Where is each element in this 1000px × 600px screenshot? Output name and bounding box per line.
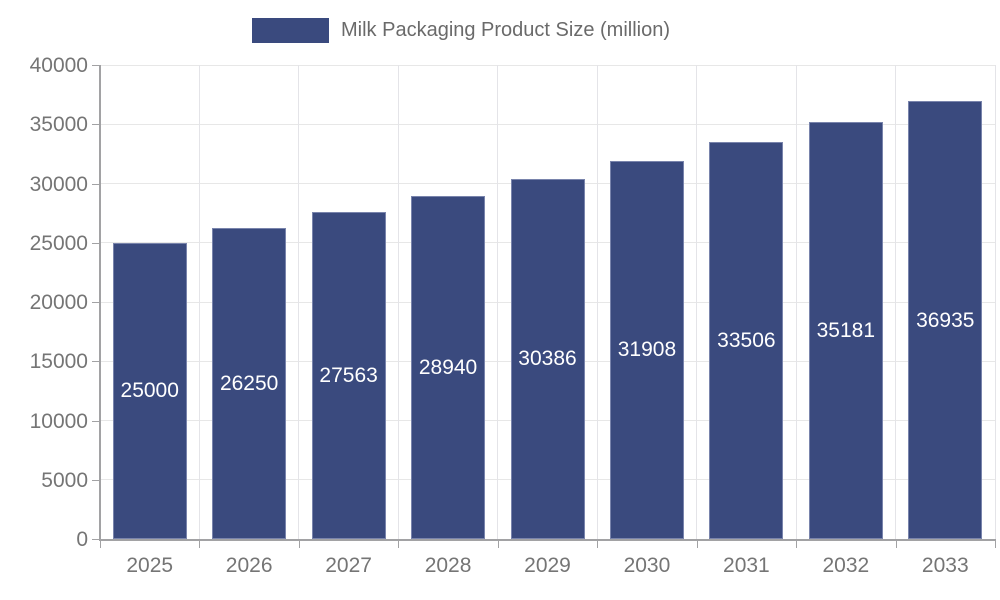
x-gridline [895, 65, 897, 539]
x-axis-label: 2031 [723, 554, 770, 577]
y-axis-label: 0 [76, 528, 88, 551]
y-axis-tick [92, 242, 99, 244]
x-gridline [696, 65, 698, 539]
y-gridline [100, 64, 995, 66]
y-axis-line [99, 65, 101, 541]
y-axis-label: 5000 [41, 468, 88, 492]
bar-2033[interactable] [908, 101, 983, 539]
bar-2027[interactable] [311, 212, 386, 539]
y-axis-label: 35000 [29, 113, 88, 137]
y-axis-label: 30000 [29, 172, 88, 196]
x-axis-label: 2030 [623, 554, 671, 577]
y-axis-label: 40000 [29, 54, 88, 77]
x-axis-label: 2033 [921, 554, 969, 577]
bar-2030[interactable] [609, 160, 684, 539]
x-gridline [994, 65, 996, 539]
legend-swatch [252, 18, 329, 43]
y-axis-tick [92, 539, 99, 540]
x-axis-tick [696, 541, 698, 548]
y-axis-label: 20000 [29, 291, 88, 314]
x-axis-label: 2027 [325, 554, 372, 577]
y-axis-label: 25000 [29, 231, 88, 255]
bar-2028[interactable] [411, 196, 486, 539]
bar-2025[interactable] [112, 242, 187, 539]
x-gridline [298, 65, 300, 539]
x-axis-tick [796, 541, 798, 548]
x-gridline [397, 65, 399, 539]
legend-label: Milk Packaging Product Size (million) [341, 19, 671, 41]
y-axis-label: 15000 [29, 350, 88, 374]
x-axis-tick [298, 541, 300, 548]
x-gridline [795, 65, 797, 539]
x-axis-tick [199, 541, 201, 548]
x-axis-tick [597, 541, 599, 548]
bar-2026[interactable] [212, 227, 287, 539]
x-axis-label: 2029 [524, 554, 571, 577]
plot-area: 25000 26250 27563 28940 30386 31908 33506 35181… [100, 64, 996, 539]
y-axis-tick [92, 183, 99, 185]
x-axis-label: 2025 [126, 554, 174, 577]
x-axis-tick [895, 541, 897, 548]
x-axis-line [99, 539, 996, 541]
y-axis-tick [92, 65, 99, 66]
y-axis-tick [92, 124, 99, 126]
legend-item[interactable]: Milk Packaging Product Size (million) [252, 16, 670, 45]
bar-2029[interactable] [510, 178, 585, 539]
x-axis-label: 2032 [822, 554, 870, 577]
x-gridline [198, 65, 200, 539]
y-axis-tick [92, 420, 99, 422]
bar-2032[interactable] [808, 122, 883, 539]
x-axis-label: 2026 [225, 554, 273, 577]
x-axis-tick [100, 541, 101, 548]
x-axis-tick [497, 541, 499, 548]
y-axis-tick [92, 361, 99, 363]
y-axis-label: 10000 [29, 409, 88, 433]
bar-2031[interactable] [709, 141, 784, 539]
x-axis-label: 2028 [424, 554, 472, 577]
y-axis-tick [92, 302, 99, 303]
x-gridline [596, 65, 598, 539]
x-axis-tick [398, 541, 400, 548]
x-gridline [497, 65, 499, 539]
x-axis-tick [995, 541, 996, 548]
y-axis-tick [92, 479, 99, 481]
